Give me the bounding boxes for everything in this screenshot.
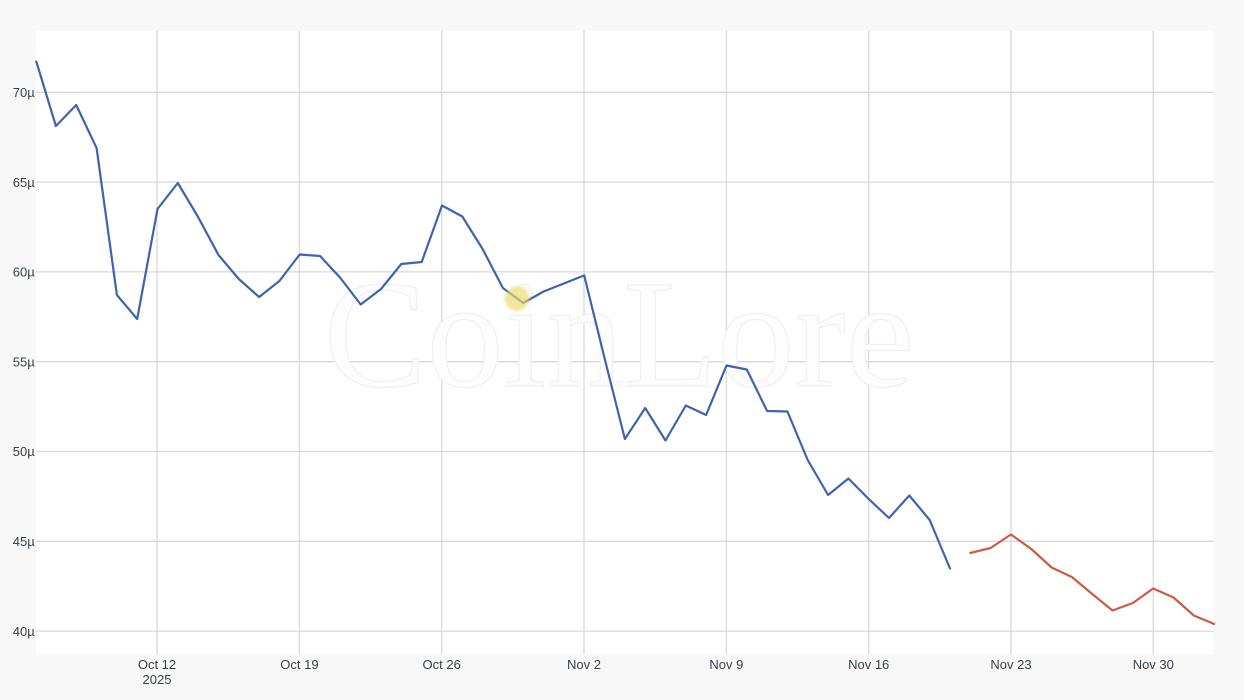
svg-text:Nov 2: Nov 2 xyxy=(567,657,601,672)
svg-text:50µ: 50µ xyxy=(13,444,35,459)
svg-text:70µ: 70µ xyxy=(13,85,35,100)
svg-text:Oct 26: Oct 26 xyxy=(423,657,461,672)
svg-text:Nov 23: Nov 23 xyxy=(990,657,1031,672)
svg-text:Nov 30: Nov 30 xyxy=(1133,657,1174,672)
svg-text:CoinLore: CoinLore xyxy=(324,250,914,420)
svg-text:55µ: 55µ xyxy=(13,354,35,369)
svg-text:Oct 12: Oct 12 xyxy=(138,657,176,672)
svg-text:45µ: 45µ xyxy=(13,534,35,549)
svg-text:60µ: 60µ xyxy=(13,265,35,280)
svg-text:40µ: 40µ xyxy=(13,624,35,639)
svg-text:2025: 2025 xyxy=(143,672,172,687)
svg-text:Nov 9: Nov 9 xyxy=(709,657,743,672)
svg-text:Nov 16: Nov 16 xyxy=(848,657,889,672)
svg-text:Oct 19: Oct 19 xyxy=(280,657,318,672)
svg-text:65µ: 65µ xyxy=(13,175,35,190)
